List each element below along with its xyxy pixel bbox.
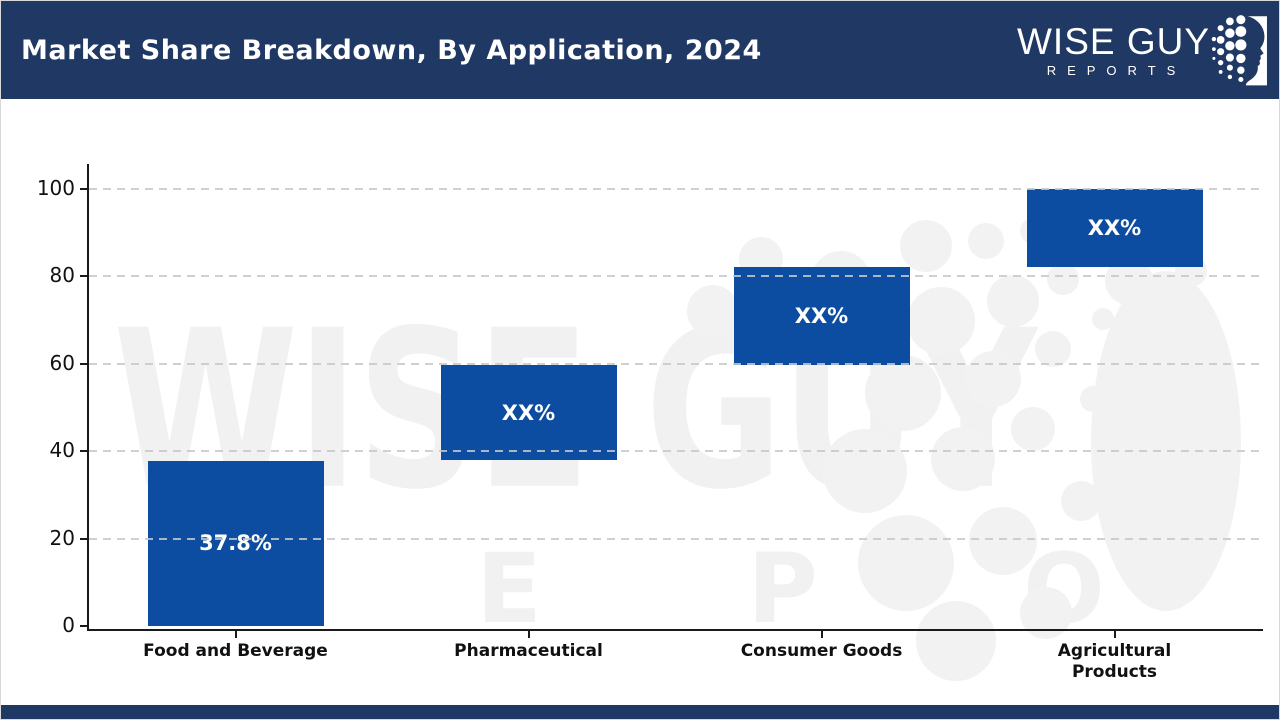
bar-value-label: 37.8% [199, 531, 272, 556]
y-tick-label: 0 [62, 613, 75, 637]
x-tick-mark [234, 631, 237, 638]
x-category-label-pharmaceutical: Pharmaceutical [454, 641, 603, 661]
y-tick-label: 20 [49, 525, 75, 550]
y-tick-label: 100 [36, 176, 75, 200]
y-tick-mark [80, 450, 87, 453]
logo-head-icon [1211, 15, 1267, 86]
wise-guy-logo: WISE GUY REPORTS [1017, 9, 1267, 91]
page-title: Market Share Breakdown, By Application, … [21, 34, 762, 66]
x-tick-mark [820, 631, 823, 638]
y-tick-label: 80 [49, 263, 75, 288]
x-category-label-food-and-beverage: Food and Beverage [143, 641, 328, 661]
y-tick-mark [80, 275, 87, 278]
x-category-label-agricultural-products: Agricultural Products [1057, 641, 1172, 683]
bar-value-label: XX% [794, 303, 849, 328]
x-tick-mark [527, 631, 530, 638]
y-tick-mark [80, 537, 87, 540]
logo-words: WISE GUY REPORTS [1017, 23, 1210, 78]
logo-wordmark: WISE GUY [1017, 20, 1211, 62]
x-tick-mark [1113, 631, 1116, 638]
bar-agricultural-products: XX% [1026, 189, 1203, 267]
x-category-label-consumer-goods: Consumer Goods [740, 641, 903, 661]
gridline-60 [89, 362, 1261, 365]
x-axis [87, 629, 1263, 631]
gridline-40 [89, 450, 1261, 453]
y-tick-mark [80, 625, 87, 627]
bar-pharmaceutical: XX% [440, 365, 617, 460]
bar-value-label: XX% [1087, 215, 1142, 240]
y-tick-label: 40 [49, 438, 75, 463]
gridline-100 [89, 188, 1261, 190]
bar-consumer-goods: XX% [733, 266, 910, 366]
y-tick-label: 60 [49, 350, 75, 375]
y-tick-mark [80, 362, 87, 365]
logo-reports-text: REPORTS [1046, 62, 1187, 78]
footer-bar [1, 705, 1279, 719]
y-axis [87, 164, 89, 631]
gridline-80 [89, 275, 1261, 278]
gridline-20 [89, 537, 1261, 540]
report-header: Market Share Breakdown, By Application, … [1, 1, 1279, 99]
y-tick-mark [80, 188, 87, 190]
bar-value-label: XX% [501, 400, 556, 425]
bar-food-and-beverage: 37.8% [147, 460, 324, 626]
